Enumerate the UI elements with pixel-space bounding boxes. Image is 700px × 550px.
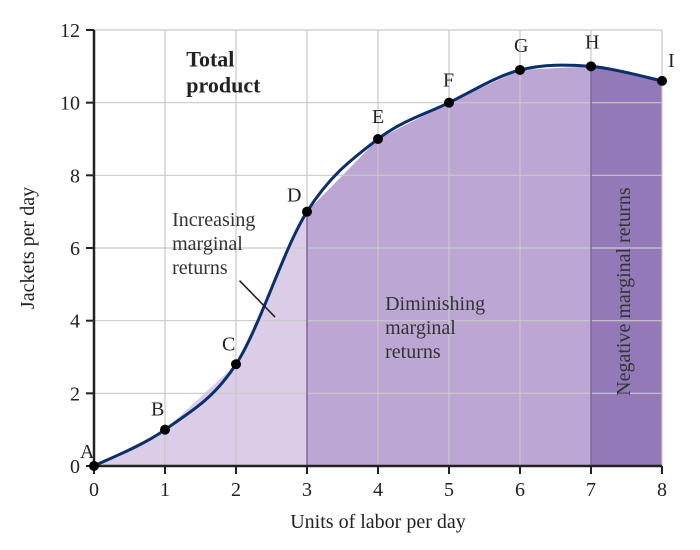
- point-label-C: C: [222, 333, 235, 355]
- data-point: [160, 425, 170, 435]
- x-tick-label: 5: [444, 479, 454, 501]
- x-tick-label: 8: [657, 479, 667, 501]
- y-axis-label: Jackets per day: [17, 187, 39, 309]
- label-increasing: returns: [172, 257, 228, 279]
- data-point: [231, 359, 241, 369]
- label-negative: Negative marginal returns: [613, 187, 635, 396]
- point-label-H: H: [585, 31, 599, 53]
- label-increasing: marginal: [172, 233, 243, 255]
- y-tick-label: 8: [70, 165, 80, 187]
- x-tick-label: 0: [89, 479, 99, 501]
- x-tick-label: 2: [231, 479, 241, 501]
- x-tick-label: 7: [586, 479, 596, 501]
- x-tick-label: 3: [302, 479, 312, 501]
- point-label-A: A: [80, 441, 95, 463]
- y-tick-label: 2: [70, 383, 80, 405]
- data-point: [302, 207, 312, 217]
- point-label-G: G: [514, 35, 528, 57]
- x-tick-label: 1: [160, 479, 170, 501]
- y-tick-label: 10: [60, 93, 80, 115]
- point-label-E: E: [372, 106, 384, 128]
- point-label-I: I: [668, 50, 675, 72]
- data-point: [444, 98, 454, 108]
- y-tick-label: 6: [70, 238, 80, 260]
- y-tick-label: 12: [60, 20, 80, 42]
- point-label-D: D: [287, 185, 301, 207]
- data-point: [373, 134, 383, 144]
- label-diminishing: marginal: [385, 317, 456, 339]
- label-diminishing: returns: [385, 341, 441, 363]
- point-label-F: F: [443, 70, 454, 92]
- x-tick-label: 4: [373, 479, 383, 501]
- x-tick-label: 6: [515, 479, 525, 501]
- data-point: [586, 61, 596, 71]
- data-point: [515, 65, 525, 75]
- point-label-B: B: [151, 399, 164, 421]
- total-product-chart: 012345678024681012Units of labor per day…: [0, 0, 700, 550]
- x-axis-label: Units of labor per day: [290, 511, 466, 533]
- y-tick-label: 4: [70, 311, 80, 333]
- chart-title: Total: [186, 46, 234, 71]
- label-increasing: Increasing: [172, 209, 255, 231]
- chart-title: product: [186, 72, 261, 97]
- label-diminishing: Diminishing: [385, 293, 485, 315]
- data-point: [657, 76, 667, 86]
- y-tick-label: 0: [70, 456, 80, 478]
